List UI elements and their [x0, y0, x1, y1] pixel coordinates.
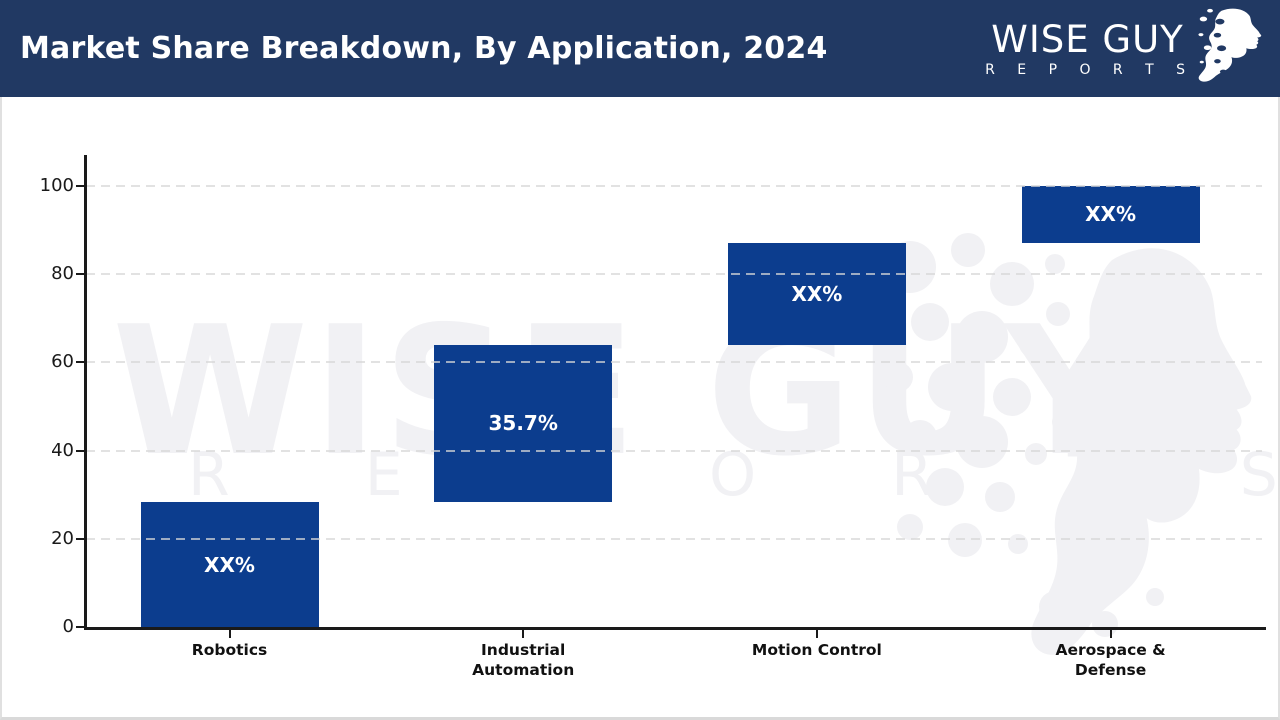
- bar-value-label: XX%: [204, 552, 255, 577]
- bar-value-label: 35.7%: [488, 411, 558, 436]
- x-category-label-line: Industrial: [481, 641, 566, 659]
- bar-value-label: XX%: [791, 281, 843, 306]
- x-category-label-line: Automation: [472, 661, 575, 679]
- x-tick-mark-3: [1109, 630, 1112, 638]
- bar-motion-control: XX%: [727, 242, 906, 345]
- bar-aerospace-defense: XX%: [1021, 186, 1200, 243]
- bar-robotics: XX%: [140, 502, 319, 627]
- y-tick-label-60: 60: [51, 351, 74, 373]
- y-tick-mark-20: [76, 537, 85, 540]
- bar-value-label: XX%: [1085, 202, 1137, 227]
- bar-industrial-automation: 35.7%: [434, 344, 613, 503]
- gridline-40: [86, 449, 1262, 452]
- header-bar: Market Share Breakdown, By Application, …: [0, 0, 1280, 97]
- page-title: Market Share Breakdown, By Application, …: [20, 31, 828, 66]
- y-tick-label-40: 40: [51, 439, 74, 461]
- x-category-label: Industrial Automation: [393, 640, 653, 680]
- x-category-label: Motion Control: [687, 640, 947, 660]
- brand-logo-text: WISE GUY R E P O R T S: [981, 21, 1194, 77]
- x-category-label-line: Aerospace &: [1055, 641, 1166, 659]
- x-tick-mark-0: [228, 630, 231, 638]
- x-category-label: Robotics: [100, 640, 360, 660]
- y-tick-mark-40: [76, 449, 85, 452]
- y-axis-line: [84, 155, 87, 630]
- x-category-label-line: Robotics: [191, 641, 268, 659]
- gridline-20: [86, 537, 1262, 540]
- y-tick-label-20: 20: [51, 527, 74, 549]
- x-category-label: Aerospace & Defense: [981, 640, 1241, 680]
- x-category-label-line: Defense: [1074, 661, 1147, 679]
- gridline-80: [86, 273, 1262, 276]
- x-axis-line: [84, 627, 1266, 630]
- brand-logo: WISE GUY R E P O R T S: [981, 6, 1262, 92]
- y-tick-label-100: 100: [39, 175, 74, 196]
- x-category-label-line: Motion Control: [751, 641, 882, 659]
- x-tick-mark-2: [815, 630, 818, 638]
- gridline-60: [86, 361, 1262, 364]
- y-tick-mark-100: [76, 185, 85, 187]
- y-tick-mark-80: [76, 273, 85, 276]
- y-tick-mark-0: [76, 626, 85, 628]
- page-border: [0, 97, 1280, 720]
- brand-subtitle: R E P O R T S: [985, 61, 1194, 78]
- y-tick-mark-60: [76, 361, 85, 364]
- brand-name: WISE GUY: [991, 17, 1184, 61]
- brand-head-icon: [1198, 8, 1262, 82]
- x-tick-mark-1: [522, 630, 525, 638]
- gridline-100: [86, 185, 1262, 187]
- y-tick-label-80: 80: [51, 263, 74, 285]
- y-tick-label-0: 0: [62, 616, 74, 637]
